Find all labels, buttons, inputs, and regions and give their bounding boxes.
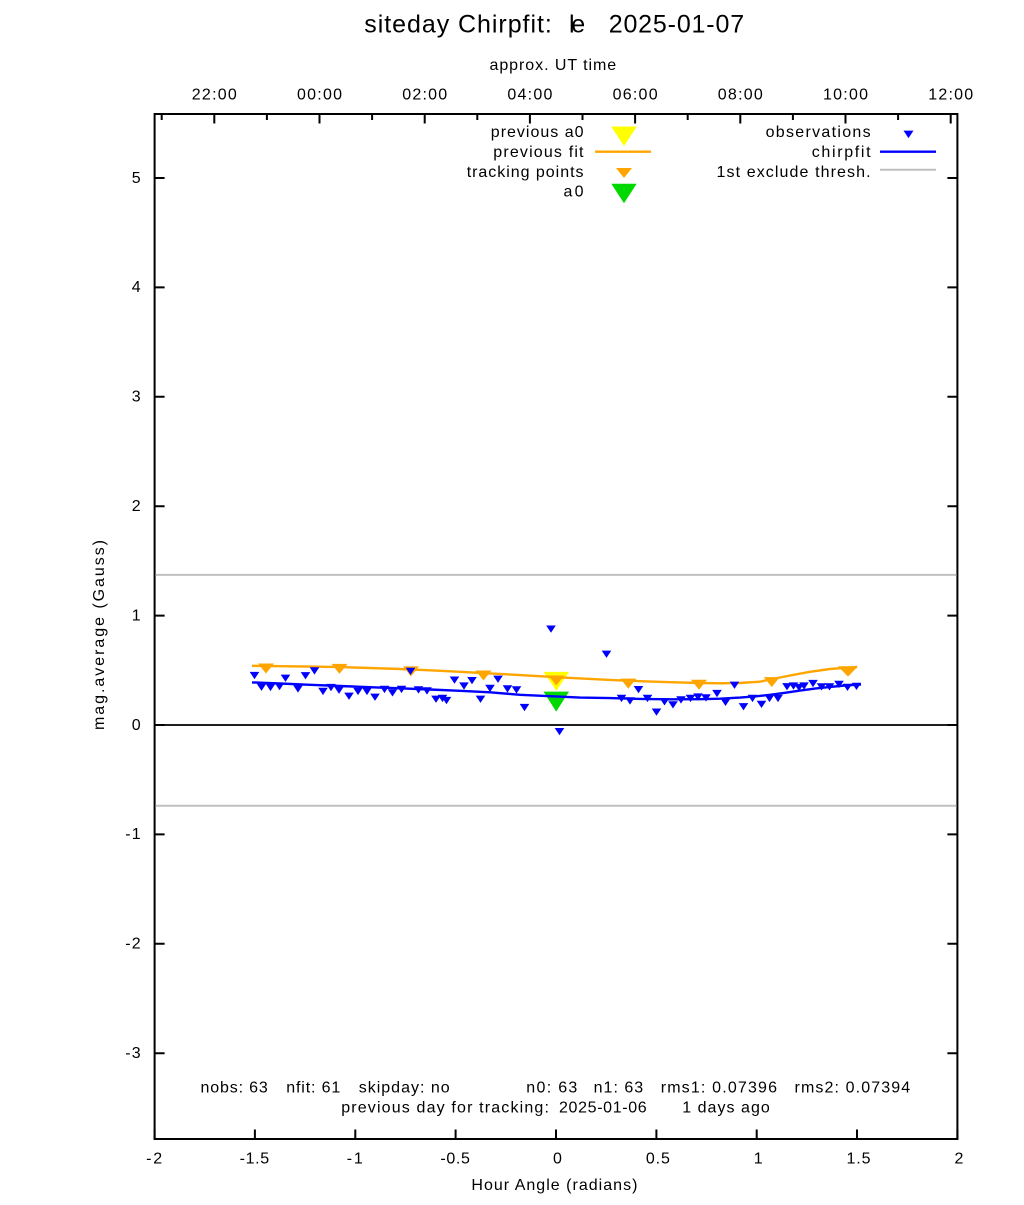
- svg-text:-2: -2: [125, 936, 141, 953]
- svg-text:Hour Angle (radians): Hour Angle (radians): [471, 1177, 637, 1194]
- svg-text:-3: -3: [125, 1045, 141, 1062]
- svg-text:-1: -1: [125, 826, 141, 843]
- svg-text:n0: 63: n0: 63: [526, 1080, 577, 1097]
- svg-text:1 days ago: 1 days ago: [682, 1099, 770, 1116]
- svg-text:-2: -2: [146, 1151, 162, 1168]
- svg-text:rms2: 0.07394: rms2: 0.07394: [795, 1080, 911, 1097]
- svg-text:observations: observations: [766, 124, 871, 141]
- svg-text:0.5: 0.5: [646, 1151, 670, 1168]
- svg-text:3: 3: [132, 389, 141, 406]
- svg-text:1.5: 1.5: [847, 1151, 871, 1168]
- svg-text:-1.5: -1.5: [240, 1151, 270, 1168]
- svg-text:1: 1: [132, 607, 141, 624]
- svg-text:chirpfit: chirpfit: [812, 144, 871, 161]
- svg-text:previous fit: previous fit: [493, 144, 584, 161]
- svg-text:skipday: no: skipday: no: [359, 1080, 450, 1097]
- svg-text:06:00: 06:00: [613, 87, 658, 104]
- svg-text:n1: 63: n1: 63: [594, 1080, 644, 1097]
- svg-text:12:00: 12:00: [928, 87, 973, 104]
- svg-text:10:00: 10:00: [823, 87, 868, 104]
- svg-text:22:00: 22:00: [192, 87, 237, 104]
- svg-text:00:00: 00:00: [297, 87, 342, 104]
- svg-text:-1: -1: [347, 1151, 363, 1168]
- svg-text:1: 1: [754, 1151, 763, 1168]
- svg-text:5: 5: [132, 170, 141, 187]
- svg-text:previous day for tracking:: previous day for tracking:: [341, 1099, 549, 1116]
- svg-text:siteday Chirpfit:: siteday Chirpfit:: [364, 10, 552, 38]
- svg-text:2: 2: [132, 498, 141, 515]
- svg-text:previous a0: previous a0: [491, 124, 584, 141]
- svg-text:nfit: 61: nfit: 61: [286, 1080, 340, 1097]
- svg-text:08:00: 08:00: [718, 87, 763, 104]
- svg-text:mag.average (Gauss): mag.average (Gauss): [91, 540, 108, 730]
- svg-text:0: 0: [132, 717, 141, 734]
- svg-text:2025-01-06: 2025-01-06: [559, 1099, 647, 1116]
- svg-text:le: le: [569, 10, 585, 38]
- svg-text:approx. UT time: approx. UT time: [490, 57, 617, 74]
- svg-text:1st exclude thresh.: 1st exclude thresh.: [717, 164, 871, 181]
- svg-text:nobs: 63: nobs: 63: [201, 1080, 268, 1097]
- svg-text:-0.5: -0.5: [440, 1151, 470, 1168]
- svg-text:0: 0: [553, 1151, 562, 1168]
- svg-text:tracking points: tracking points: [467, 164, 584, 181]
- svg-text:02:00: 02:00: [402, 87, 447, 104]
- svg-text:4: 4: [132, 279, 141, 296]
- svg-text:2025-01-07: 2025-01-07: [609, 10, 744, 38]
- svg-text:rms1: 0.07396: rms1: 0.07396: [661, 1080, 777, 1097]
- svg-text:2: 2: [954, 1151, 963, 1168]
- svg-text:04:00: 04:00: [507, 87, 552, 104]
